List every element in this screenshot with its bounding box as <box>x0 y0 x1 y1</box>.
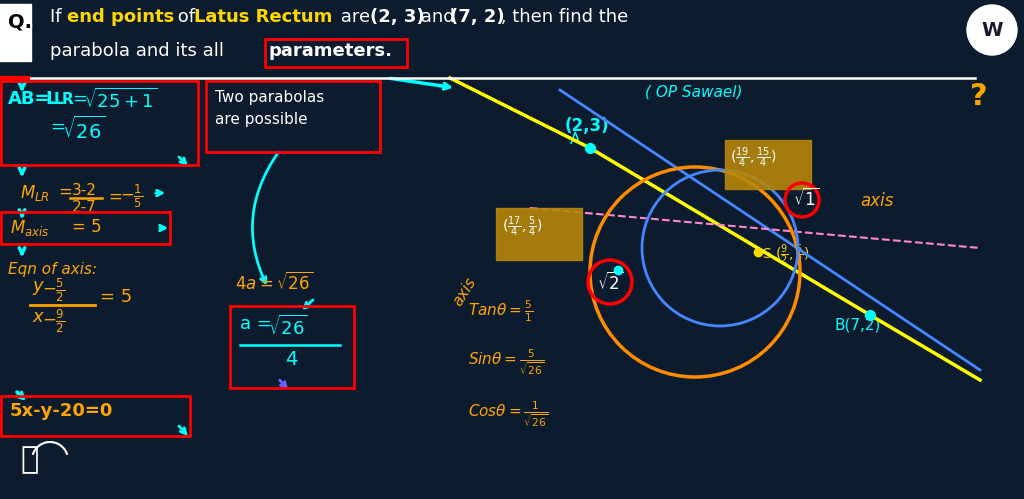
Text: ?: ? <box>970 82 987 111</box>
Text: $-\frac{5}{2}$: $-\frac{5}{2}$ <box>42 277 66 304</box>
Text: parabola and its all: parabola and its all <box>50 42 229 60</box>
Text: R: R <box>62 92 74 107</box>
Text: Latus Rectum: Latus Rectum <box>194 8 333 26</box>
Text: are: are <box>335 8 376 26</box>
Text: $-\frac{1}{5}$: $-\frac{1}{5}$ <box>120 183 143 211</box>
Text: A: A <box>570 132 581 147</box>
Text: 5x-y-20=0: 5x-y-20=0 <box>10 402 114 420</box>
Text: ( OP Sawael): ( OP Sawael) <box>645 84 742 99</box>
Text: $\sqrt{26}$: $\sqrt{26}$ <box>62 116 105 143</box>
Text: end points: end points <box>67 8 174 26</box>
Text: $Tan\theta=\frac{5}{1}$: $Tan\theta=\frac{5}{1}$ <box>468 298 534 323</box>
Text: a =: a = <box>240 315 272 333</box>
Text: =: = <box>58 183 72 201</box>
Text: and: and <box>415 8 461 26</box>
Text: axis: axis <box>860 192 893 210</box>
Text: $-\frac{9}{2}$: $-\frac{9}{2}$ <box>42 308 66 335</box>
Text: $(\frac{17}{4}, \frac{5}{4})$: $(\frac{17}{4}, \frac{5}{4})$ <box>502 215 543 240</box>
Text: $\sqrt{26}$: $\sqrt{26}$ <box>268 315 308 339</box>
Text: Q.: Q. <box>8 12 36 32</box>
Text: $Sin\theta=\frac{5}{\sqrt{26}}$: $Sin\theta=\frac{5}{\sqrt{26}}$ <box>468 348 545 377</box>
Text: L: L <box>45 90 56 108</box>
Text: 2-7: 2-7 <box>72 200 96 215</box>
Text: $\sqrt{1}$: $\sqrt{1}$ <box>793 188 819 210</box>
Text: =: = <box>72 90 87 108</box>
Text: $Cos\theta=\frac{1}{\sqrt{26}}$: $Cos\theta=\frac{1}{\sqrt{26}}$ <box>468 400 549 429</box>
Text: S $(\frac{9}{2}, \frac{5}{2})$: S $(\frac{9}{2}, \frac{5}{2})$ <box>762 243 810 267</box>
Text: If: If <box>50 8 68 26</box>
Text: = 5: = 5 <box>100 288 132 306</box>
Text: , then find the: , then find the <box>495 8 629 26</box>
Text: are possible: are possible <box>215 112 307 127</box>
Text: Q.: Q. <box>8 12 32 31</box>
Text: AB=: AB= <box>8 90 50 108</box>
Text: of: of <box>172 8 201 26</box>
Text: y: y <box>32 277 43 295</box>
Text: parameters.: parameters. <box>268 42 392 60</box>
Text: W: W <box>981 20 1002 39</box>
Text: L: L <box>54 92 63 107</box>
Text: $4a = \sqrt{26}$: $4a = \sqrt{26}$ <box>234 272 313 294</box>
Text: =: = <box>108 188 122 206</box>
Text: =: = <box>50 118 65 136</box>
Text: Two parabolas: Two parabolas <box>215 90 325 105</box>
FancyBboxPatch shape <box>725 140 811 189</box>
Text: (2, 3): (2, 3) <box>370 8 425 26</box>
Text: (7, 2): (7, 2) <box>450 8 505 26</box>
Text: $M_{axis}$: $M_{axis}$ <box>10 218 49 238</box>
Text: (2,3): (2,3) <box>565 117 609 135</box>
Text: = 5: = 5 <box>72 218 101 236</box>
Text: $M_{LR}$: $M_{LR}$ <box>20 183 50 203</box>
Text: Eqn of axis:: Eqn of axis: <box>8 262 97 277</box>
Text: 3-2: 3-2 <box>72 183 97 198</box>
Text: $\sqrt{25+1}$: $\sqrt{25+1}$ <box>84 88 158 112</box>
Text: 🏹: 🏹 <box>20 445 38 474</box>
FancyBboxPatch shape <box>0 4 31 61</box>
Text: axis: axis <box>450 275 479 309</box>
Text: $(\frac{19}{4}, \frac{15}{4})$: $(\frac{19}{4}, \frac{15}{4})$ <box>730 146 777 170</box>
Text: 4: 4 <box>285 350 297 369</box>
Text: x: x <box>32 308 43 326</box>
Text: B(7,2): B(7,2) <box>835 318 882 333</box>
FancyBboxPatch shape <box>496 208 582 260</box>
Text: $\sqrt{2}$: $\sqrt{2}$ <box>597 272 624 294</box>
Circle shape <box>967 5 1017 55</box>
